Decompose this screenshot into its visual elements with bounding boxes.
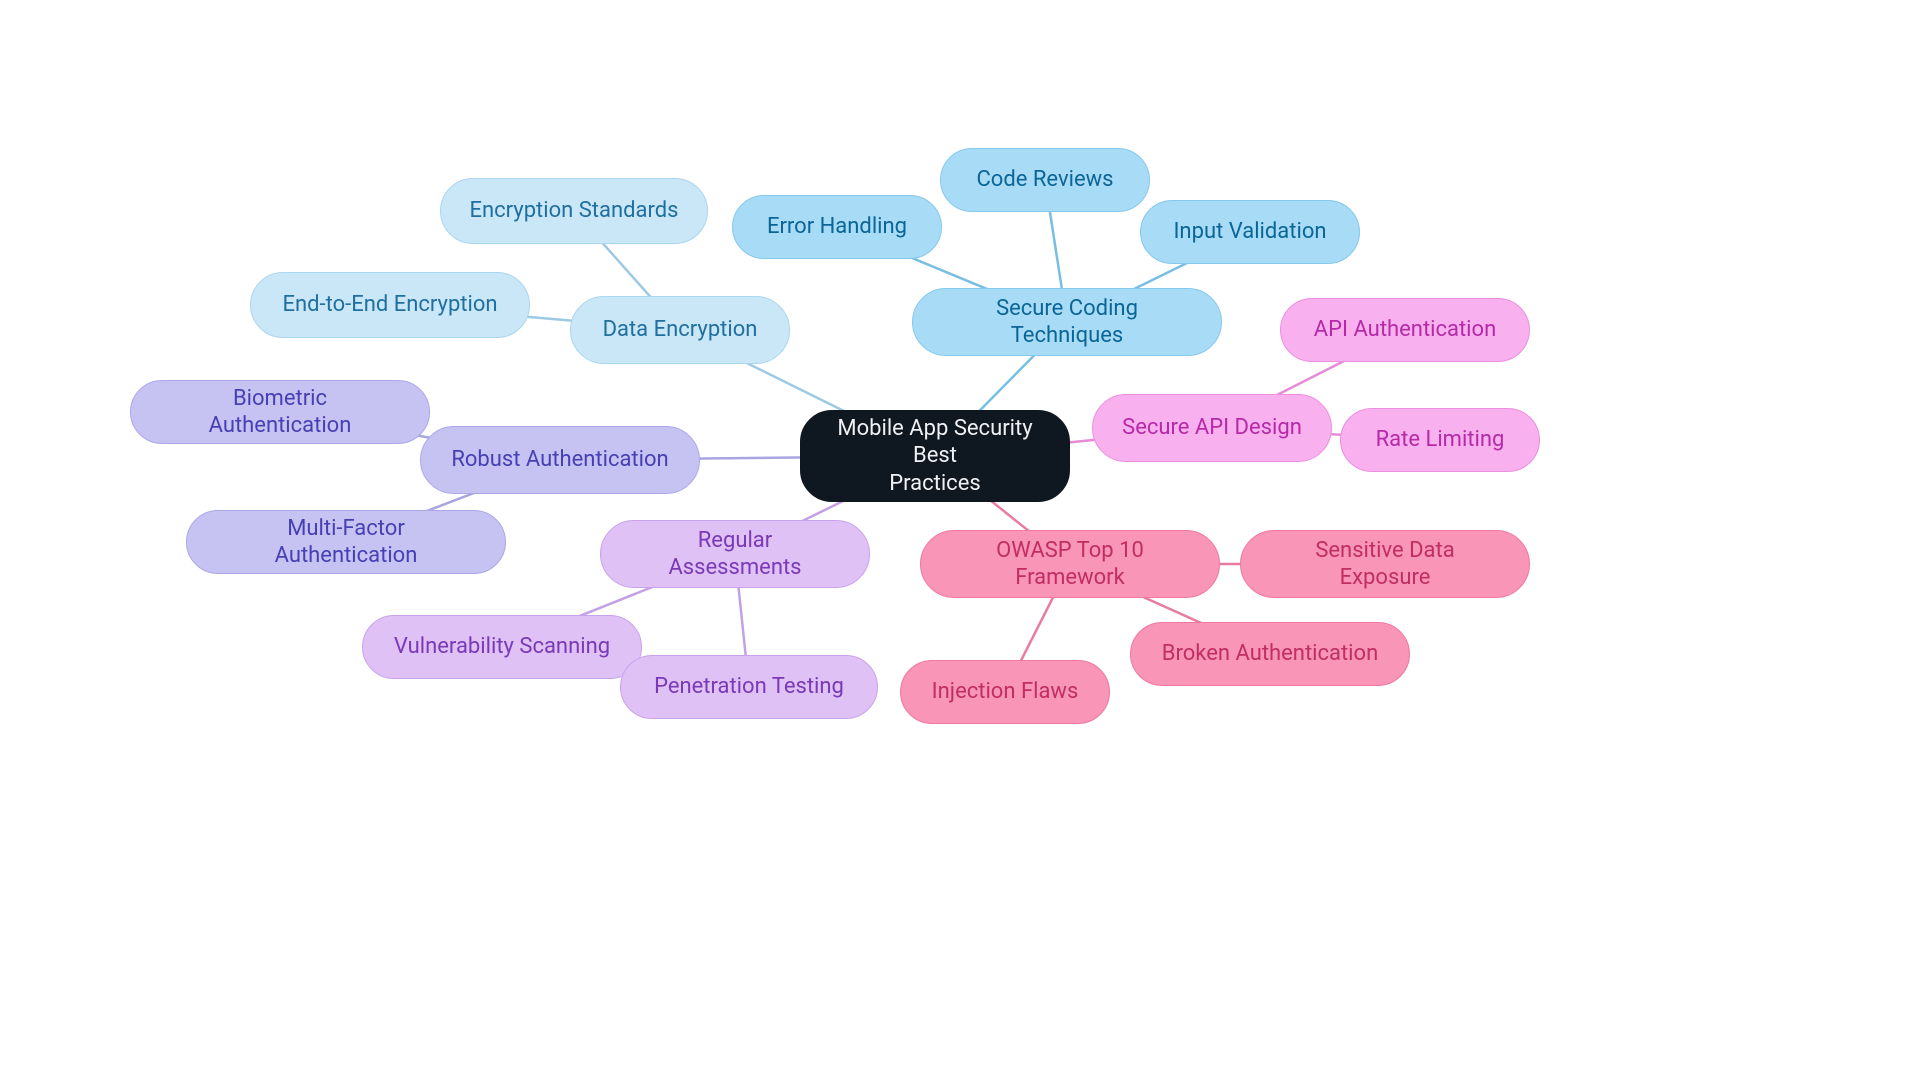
node-api-auth: API Authentication <box>1280 298 1530 362</box>
node-inject: Injection Flaws <box>900 660 1110 724</box>
node-input-val: Input Validation <box>1140 200 1360 264</box>
node-biometric: Biometric Authentication <box>130 380 430 444</box>
node-rate-limit: Rate Limiting <box>1340 408 1540 472</box>
node-api-design: Secure API Design <box>1092 394 1332 462</box>
node-pen-test: Penetration Testing <box>620 655 878 719</box>
node-mfa: Multi-Factor Authentication <box>186 510 506 574</box>
node-enc-std: Encryption Standards <box>440 178 708 244</box>
node-e2e: End-to-End Encryption <box>250 272 530 338</box>
node-err-handling: Error Handling <box>732 195 942 259</box>
node-code-rev: Code Reviews <box>940 148 1150 212</box>
node-vuln-scan: Vulnerability Scanning <box>362 615 642 679</box>
node-owasp: OWASP Top 10 Framework <box>920 530 1220 598</box>
node-data-enc: Data Encryption <box>570 296 790 364</box>
node-broken-auth: Broken Authentication <box>1130 622 1410 686</box>
node-secure-coding: Secure Coding Techniques <box>912 288 1222 356</box>
node-sensitive: Sensitive Data Exposure <box>1240 530 1530 598</box>
node-center: Mobile App Security Best Practices <box>800 410 1070 502</box>
node-robust-auth: Robust Authentication <box>420 426 700 494</box>
node-assess: Regular Assessments <box>600 520 870 588</box>
